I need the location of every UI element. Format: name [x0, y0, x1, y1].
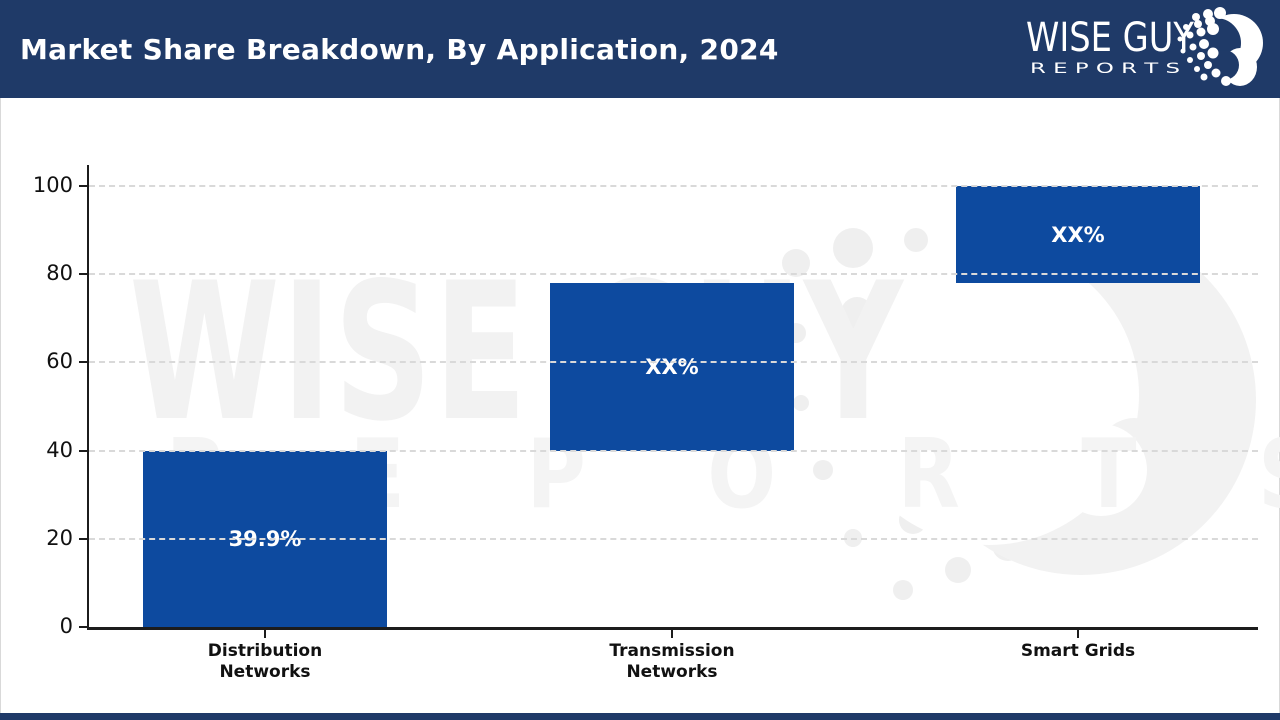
wise-guy-reports-logo: WISE GUY R E P O R T S	[1026, 7, 1263, 86]
y-tick-label: 40	[46, 437, 73, 462]
y-tick-label: 20	[46, 525, 73, 550]
y-tick-label: 60	[46, 349, 73, 374]
x-tick-label-line: Transmission	[609, 641, 735, 661]
y-tick-mark	[79, 273, 87, 276]
gridline	[89, 361, 1258, 364]
logo-wordmark: WISE GUY	[1026, 15, 1194, 61]
logo-subtext: R E P O R T S	[1030, 61, 1180, 77]
y-tick-mark	[79, 626, 87, 628]
header-bar: Market Share Breakdown, By Application, …	[0, 0, 1280, 98]
gridline	[89, 449, 1258, 452]
y-tick-label: 100	[32, 173, 73, 197]
x-tick-mark	[264, 630, 266, 638]
gridline	[89, 185, 1258, 187]
bar-value-label: XX%	[1051, 222, 1105, 247]
x-tick-label: Smart Grids	[948, 641, 1208, 662]
x-tick-label-line: Distribution	[207, 641, 323, 661]
x-tick-label: Distribution Networks	[135, 641, 395, 683]
bar-value-label: XX%	[645, 354, 699, 379]
bar: XX%	[956, 186, 1200, 284]
gridline	[89, 273, 1258, 276]
x-tick-mark	[671, 630, 673, 638]
x-axis-line	[87, 627, 1258, 630]
y-tick-mark	[79, 449, 87, 452]
page-title: Market Share Breakdown, By Application, …	[20, 32, 779, 66]
logo-head-icon	[1177, 7, 1263, 86]
y-tick-label: 80	[46, 261, 73, 286]
x-tick-mark	[1077, 630, 1079, 638]
bar: XX%	[550, 283, 794, 451]
x-tick-label: Transmission Networks	[542, 641, 802, 683]
x-tick-label-line: Smart Grids	[1020, 641, 1136, 661]
gridline	[89, 537, 1258, 540]
y-tick-label: 0	[59, 614, 73, 638]
y-axis-line	[87, 164, 89, 630]
y-tick-mark	[79, 537, 87, 540]
y-tick-mark	[79, 185, 87, 187]
y-tick-mark	[79, 361, 87, 364]
x-tick-label-line: Networks	[219, 662, 311, 682]
x-tick-label-line: Networks	[626, 662, 718, 682]
chart-area: WISE GUY R E P O R T S 0 20 40 60 80 100 39.9%…	[0, 98, 1280, 713]
footer-bar	[0, 713, 1280, 720]
